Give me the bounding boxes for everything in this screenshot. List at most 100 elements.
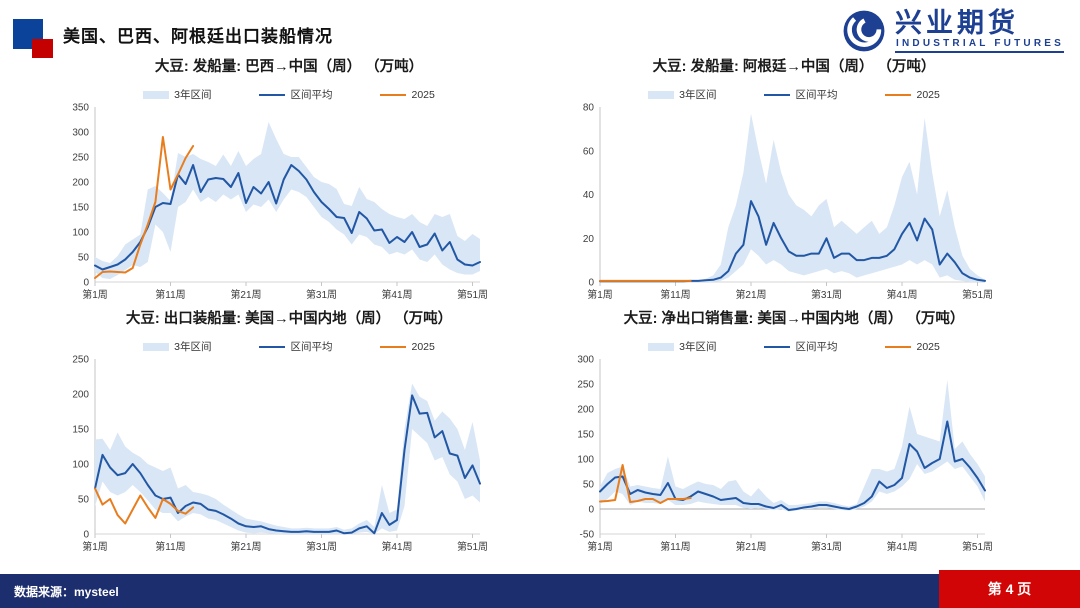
avg-line-swatch-icon [764,93,791,96]
chart-legend: 3年区间 区间平均 2025 [556,88,1002,101]
svg-text:0: 0 [83,278,89,289]
page-title: 美国、巴西、阿根廷出口装船情况 [63,27,333,46]
svg-text:第11周: 第11周 [660,540,690,553]
svg-text:第21周: 第21周 [735,288,766,301]
svg-text:50: 50 [583,480,595,491]
legend-label: 区间平均 [795,89,838,101]
svg-text:第41周: 第41周 [381,288,412,301]
line-2025-swatch-icon [885,93,912,96]
svg-text:50: 50 [78,495,90,506]
svg-text:250: 250 [72,153,89,164]
svg-text:第31周: 第31周 [306,540,337,553]
svg-text:第51周: 第51周 [962,288,993,301]
page-number-badge: 第 4 页 [939,570,1080,608]
svg-text:200: 200 [577,405,594,416]
svg-text:80: 80 [583,103,595,114]
line-2025-swatch-icon [885,345,912,348]
svg-text:-50: -50 [580,530,595,541]
svg-text:第31周: 第31周 [811,288,842,301]
legend-label: 2025 [411,340,435,353]
svg-text:第21周: 第21周 [735,540,766,553]
logo-name-en: INDUSTRIAL FUTURES [895,37,1064,53]
band-swatch-icon [143,90,170,99]
chart-plot-area: -50 0 50 100 150 200 250 300 第1周 第11周 第21周 第31周 第41周… [577,355,993,553]
data-source: 数据来源：mysteel [14,584,119,599]
legend-label: 区间平均 [290,341,333,353]
legend-label: 3年区间 [679,89,717,101]
legend-label: 3年区间 [679,341,717,353]
avg-line-swatch-icon [764,345,791,348]
chart-legend: 3年区间 区间平均 2025 [556,340,1002,353]
svg-text:150: 150 [72,425,89,436]
svg-text:20: 20 [583,234,595,245]
svg-text:0: 0 [588,278,594,289]
line-2025-swatch-icon [380,345,407,348]
band-swatch-icon [648,90,675,99]
chart-argentina-shipments: 大豆: 发船量: 阿根廷→中国（周） （万吨） 3年区间 区间平均 2025 0… [556,58,1002,303]
svg-text:第51周: 第51周 [457,288,488,301]
legend-item-2025: 2025 [885,88,940,101]
svg-text:250: 250 [577,380,594,391]
svg-text:第1周: 第1周 [587,288,613,301]
svg-text:100: 100 [72,228,89,239]
legend-item-avg: 区间平均 [259,339,332,354]
legend-label: 2025 [916,340,940,353]
legend-item-avg: 区间平均 [764,339,837,354]
chart-plot-area: 0 20 40 60 80 第1周 第11周 第21周 第31周 第41周 第51周 [583,103,993,301]
svg-text:300: 300 [72,128,89,139]
chart-title: 大豆: 发船量: 阿根廷→中国（周） （万吨） [652,59,936,75]
avg-line-swatch-icon [259,345,286,348]
legend-label: 区间平均 [795,341,838,353]
legend-label: 2025 [916,88,940,101]
svg-text:第21周: 第21周 [230,540,261,553]
legend-item-2025: 2025 [885,340,940,353]
logo-swirl-icon [843,10,885,52]
legend-label: 3年区间 [174,341,212,353]
legend-label: 3年区间 [174,89,212,101]
svg-text:第1周: 第1周 [587,540,613,553]
svg-text:第11周: 第11周 [155,288,185,301]
svg-text:第31周: 第31周 [306,288,337,301]
svg-text:第1周: 第1周 [82,288,108,301]
svg-text:40: 40 [583,190,595,201]
legend-item-2025: 2025 [380,340,435,353]
decor-red-square [32,39,53,58]
chart-us-export-shipments: 大豆: 出口装船量: 美国→中国内地（周） （万吨） 3年区间 区间平均 202… [51,310,497,555]
line-2025-swatch-icon [380,93,407,96]
company-logo: 兴业期货 INDUSTRIAL FUTURES [842,9,1064,53]
legend-label: 区间平均 [290,89,333,101]
chart-title: 大豆: 发船量: 巴西→中国（周） （万吨） [154,59,424,75]
chart-plot-area: 0 50 100 150 200 250 300 350 第1周 第11周 第21周 第31周 第41周… [72,103,488,301]
chart-title: 大豆: 出口装船量: 美国→中国内地（周） （万吨） [125,311,453,327]
svg-text:第11周: 第11周 [660,288,690,301]
legend-item-avg: 区间平均 [259,87,332,102]
svg-text:第41周: 第41周 [381,540,412,553]
svg-text:100: 100 [577,455,594,466]
svg-text:第51周: 第51周 [457,540,488,553]
svg-text:第41周: 第41周 [886,540,917,553]
svg-text:50: 50 [78,253,90,264]
svg-text:200: 200 [72,178,89,189]
chart-brazil-shipments: 大豆: 发船量: 巴西→中国（周） （万吨） 3年区间 区间平均 2025 0 5… [51,58,497,303]
svg-text:第11周: 第11周 [155,540,185,553]
svg-text:第21周: 第21周 [230,288,261,301]
chart-legend: 3年区间 区间平均 2025 [51,88,497,101]
legend-item-band: 3年区间 [143,339,211,354]
band-swatch-icon [143,342,170,351]
chart-legend: 3年区间 区间平均 2025 [51,340,497,353]
svg-text:350: 350 [72,103,89,114]
legend-label: 2025 [411,88,435,101]
svg-text:0: 0 [588,505,594,516]
chart-plot-area: 0 50 100 150 200 250 第1周 第11周 第21周 第31周 第41周 第51周 [72,355,488,553]
legend-item-band: 3年区间 [648,339,716,354]
svg-text:150: 150 [577,430,594,441]
page-number: 第 4 页 [987,581,1032,597]
svg-text:0: 0 [83,530,89,541]
band-swatch-icon [648,342,675,351]
svg-text:第31周: 第31周 [811,540,842,553]
svg-text:第1周: 第1周 [82,540,108,553]
svg-text:100: 100 [72,460,89,471]
svg-text:第41周: 第41周 [886,288,917,301]
chart-title: 大豆: 净出口销售量: 美国→中国内地（周） （万吨） [623,311,965,327]
